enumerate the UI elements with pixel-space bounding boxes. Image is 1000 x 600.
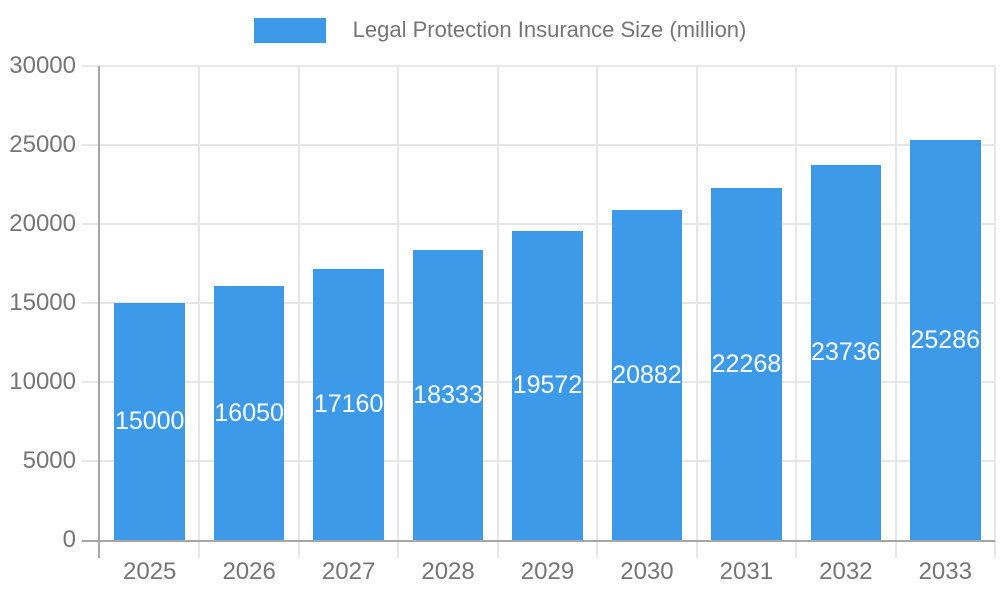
y-axis-line xyxy=(98,66,100,558)
y-axis-tick-label: 0 xyxy=(62,526,76,553)
y-axis-tick-label: 5000 xyxy=(22,447,76,474)
bar[interactable]: 15000 xyxy=(114,303,185,540)
x-axis-tick-label: 2027 xyxy=(321,558,376,585)
x-axis-tick-label: 2028 xyxy=(421,558,475,585)
gridline-vertical xyxy=(496,66,499,558)
bar[interactable]: 16050 xyxy=(213,286,285,540)
bar-value-label: 15000 xyxy=(114,407,185,435)
legend[interactable]: Legal Protection Insurance Size (million… xyxy=(0,17,1000,43)
x-axis-tick-label: 2032 xyxy=(819,558,873,585)
x-axis-tick-label: 2030 xyxy=(620,558,674,585)
gridline-vertical xyxy=(297,66,300,558)
y-axis-tick-label: 30000 xyxy=(9,52,76,79)
x-axis-tick-label: 2025 xyxy=(123,558,177,585)
bar[interactable]: 25286 xyxy=(909,140,981,540)
bar-value-label: 19572 xyxy=(512,370,583,399)
x-axis-line xyxy=(82,540,995,542)
bar[interactable]: 23736 xyxy=(810,164,882,540)
bar-value-label: 18333 xyxy=(413,380,483,409)
bar[interactable]: 22268 xyxy=(711,188,782,540)
gridline-vertical xyxy=(198,66,201,558)
x-axis-tick-label: 2026 xyxy=(222,558,276,585)
legend-label: Legal Protection Insurance Size (million… xyxy=(352,17,747,42)
bar-value-label: 23736 xyxy=(811,337,881,366)
x-axis-tick-label: 2031 xyxy=(719,558,774,585)
gridline-vertical xyxy=(695,66,698,558)
gridline-vertical xyxy=(397,66,400,558)
x-axis-tick-label: 2033 xyxy=(918,558,972,585)
bar-value-label: 20882 xyxy=(612,360,682,389)
y-axis-tick-label: 20000 xyxy=(9,210,76,237)
bar[interactable]: 20882 xyxy=(611,210,683,540)
bar[interactable]: 19572 xyxy=(512,230,583,540)
gridline-horizontal xyxy=(82,144,995,146)
gridline-vertical xyxy=(994,66,996,558)
bar-value-label: 16050 xyxy=(214,398,284,427)
x-axis-tick-label: 2029 xyxy=(520,558,575,585)
gridline-horizontal xyxy=(82,223,995,225)
gridline-horizontal xyxy=(82,65,995,67)
y-axis-tick-label: 25000 xyxy=(9,131,76,158)
gridline-vertical xyxy=(596,66,599,558)
y-axis-tick-label: 10000 xyxy=(9,368,76,395)
y-axis-tick-label: 15000 xyxy=(9,289,76,316)
bar-value-label: 25286 xyxy=(910,325,981,354)
legend-swatch xyxy=(253,17,326,43)
bar[interactable]: 18333 xyxy=(412,250,484,540)
bar[interactable]: 17160 xyxy=(313,268,384,540)
gridline-vertical xyxy=(795,66,798,558)
bar-value-label: 17160 xyxy=(313,389,384,418)
bar-value-label: 22268 xyxy=(711,349,782,378)
gridline-vertical xyxy=(894,66,897,558)
